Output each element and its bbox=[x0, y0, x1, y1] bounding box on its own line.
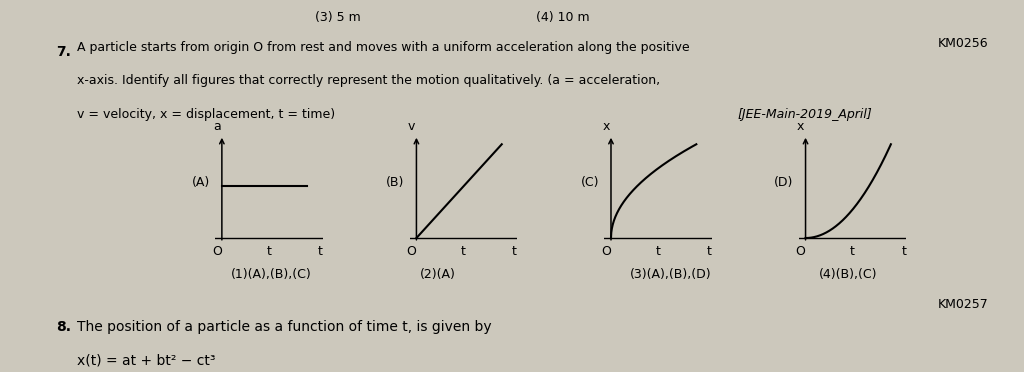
Text: (1)(A),(B),(C): (1)(A),(B),(C) bbox=[230, 268, 311, 281]
Text: O: O bbox=[796, 244, 805, 257]
Text: a: a bbox=[213, 120, 220, 133]
Text: 7.: 7. bbox=[56, 45, 72, 59]
Text: A particle starts from origin O from rest and moves with a uniform acceleration : A particle starts from origin O from res… bbox=[77, 41, 689, 54]
Text: 8.: 8. bbox=[56, 320, 72, 334]
Text: t: t bbox=[850, 244, 855, 257]
Text: (C): (C) bbox=[581, 176, 599, 189]
Text: (2)(A): (2)(A) bbox=[420, 268, 456, 281]
Text: (3)(A),(B),(D): (3)(A),(B),(D) bbox=[630, 268, 712, 281]
Text: (B): (B) bbox=[386, 176, 404, 189]
Text: t: t bbox=[655, 244, 660, 257]
Text: t: t bbox=[266, 244, 271, 257]
Text: x: x bbox=[602, 120, 609, 133]
Text: O: O bbox=[407, 244, 416, 257]
Text: The position of a particle as a function of time t, is given by: The position of a particle as a function… bbox=[77, 320, 492, 334]
Text: t: t bbox=[461, 244, 466, 257]
Text: x: x bbox=[797, 120, 804, 133]
Text: KM0257: KM0257 bbox=[937, 298, 988, 311]
Text: x(t) = at + bt² − ct³: x(t) = at + bt² − ct³ bbox=[77, 353, 215, 368]
Text: [JEE-Main-2019_April]: [JEE-Main-2019_April] bbox=[737, 108, 872, 121]
Text: (4) 10 m: (4) 10 m bbox=[537, 11, 590, 24]
Text: t: t bbox=[317, 244, 323, 257]
Text: t: t bbox=[901, 244, 906, 257]
Text: (4)(B),(C): (4)(B),(C) bbox=[819, 268, 878, 281]
Text: t: t bbox=[707, 244, 712, 257]
Text: t: t bbox=[512, 244, 517, 257]
Text: (3) 5 m: (3) 5 m bbox=[315, 11, 360, 24]
Text: (D): (D) bbox=[774, 176, 794, 189]
Text: v = velocity, x = displacement, t = time): v = velocity, x = displacement, t = time… bbox=[77, 108, 335, 121]
Text: v: v bbox=[408, 120, 415, 133]
Text: O: O bbox=[601, 244, 610, 257]
Text: x-axis. Identify all figures that correctly represent the motion qualitatively. : x-axis. Identify all figures that correc… bbox=[77, 74, 659, 87]
Text: (A): (A) bbox=[191, 176, 210, 189]
Text: KM0256: KM0256 bbox=[938, 37, 988, 50]
Text: O: O bbox=[212, 244, 221, 257]
